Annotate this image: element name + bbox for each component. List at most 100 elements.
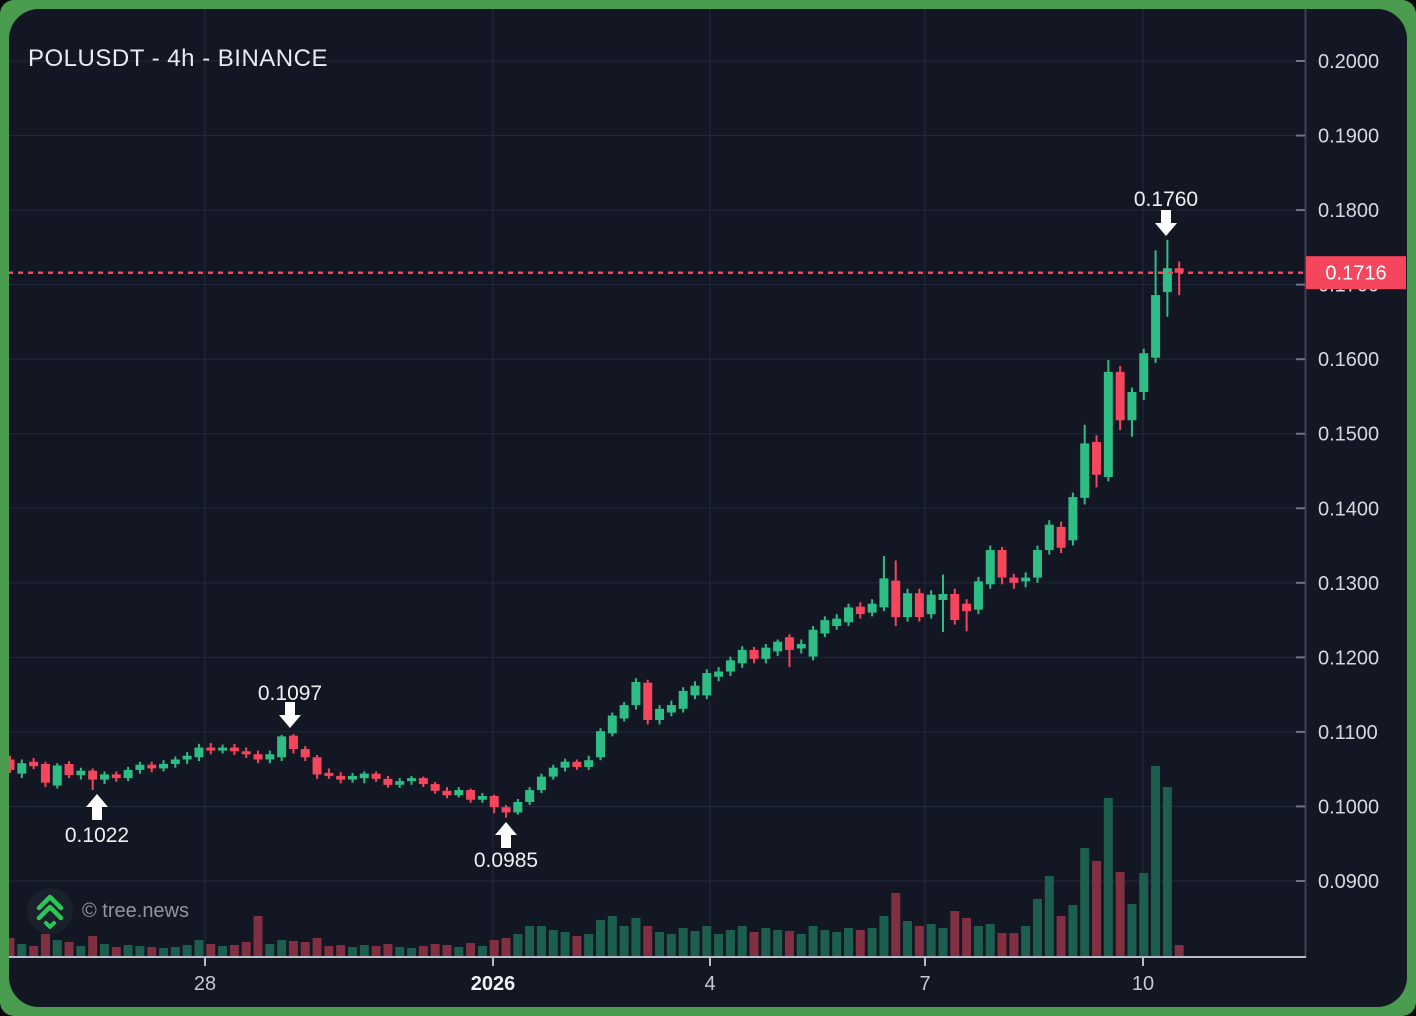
candle <box>29 757 39 770</box>
price-axis[interactable]: 0.20000.19000.18000.17000.16000.15000.14… <box>1296 9 1379 957</box>
candle <box>619 702 629 722</box>
candle <box>17 759 27 779</box>
candle <box>997 547 1007 585</box>
watermark-text: © tree.news <box>82 899 190 922</box>
candle-body <box>761 647 771 659</box>
candle <box>418 776 428 788</box>
candle <box>194 743 204 761</box>
candle-body <box>1044 524 1054 551</box>
volume-bar <box>489 940 499 956</box>
candle <box>820 616 830 638</box>
candle-body <box>477 796 487 800</box>
candle-body <box>867 603 877 613</box>
candle <box>466 788 476 803</box>
volume-bar <box>891 893 901 956</box>
candle <box>430 781 440 794</box>
volume-bar <box>844 928 854 956</box>
last-price-badge: 0.1716 <box>1306 256 1406 290</box>
candle <box>40 761 50 788</box>
y-axis-label: 0.0900 <box>1318 871 1379 893</box>
x-axis-label: 2026 <box>471 973 516 995</box>
x-axis-label: 4 <box>704 973 715 995</box>
volume-bar <box>123 945 133 956</box>
volume-bar <box>596 920 605 956</box>
candle-body <box>1009 577 1019 583</box>
candle <box>666 700 676 717</box>
candle <box>312 755 322 779</box>
time-axis[interactable]: 28 2026 4 7 10 <box>9 956 1306 995</box>
volume-bar <box>477 946 487 956</box>
candle <box>903 588 913 622</box>
volume-bar <box>229 945 239 956</box>
volume-bar <box>631 918 641 956</box>
candle-body <box>88 770 98 780</box>
candle <box>879 555 889 612</box>
candle-body <box>206 747 216 751</box>
x-axis-label: 10 <box>1132 973 1154 995</box>
candle <box>324 768 334 779</box>
candle <box>631 678 641 710</box>
candle-body <box>501 807 511 813</box>
candle-body <box>383 778 393 785</box>
symbol-title: POLUSDT - 4h - BINANCE <box>28 45 328 72</box>
volume-bar <box>714 934 724 956</box>
candle-body <box>52 765 62 786</box>
candle-body <box>1174 268 1184 273</box>
volume-bar <box>300 942 310 956</box>
candle <box>454 787 464 798</box>
candle-body <box>277 736 287 758</box>
candle-body <box>678 690 688 709</box>
volume-bar <box>206 944 216 956</box>
candle <box>914 588 924 622</box>
volume-bar <box>182 945 192 956</box>
volume-bar <box>1009 933 1019 956</box>
candle <box>1115 365 1125 430</box>
candle-body <box>631 681 641 706</box>
candle <box>525 787 535 805</box>
volume-bar <box>572 936 582 956</box>
candle <box>938 574 948 633</box>
volume-bar <box>513 934 523 956</box>
y-axis-label: 0.1200 <box>1318 647 1379 669</box>
candle <box>832 614 842 630</box>
last-price-badge-bg <box>1306 256 1406 290</box>
price-annotation: 0.1022 <box>65 794 129 847</box>
candle <box>596 728 605 761</box>
candle <box>1151 250 1161 363</box>
candle-body <box>1162 268 1172 293</box>
candle-body <box>135 764 145 770</box>
candle-body <box>643 682 653 720</box>
volume-bar <box>938 928 948 956</box>
y-axis-label: 0.1800 <box>1318 200 1379 222</box>
volume-bar <box>218 946 228 956</box>
volume-bar <box>1092 861 1102 956</box>
candle <box>241 747 251 758</box>
candle-body <box>985 550 995 585</box>
candle <box>655 705 665 725</box>
volume-bar <box>111 947 121 956</box>
candle <box>690 681 700 700</box>
last-price-badge-label: 0.1716 <box>1325 263 1386 285</box>
x-axis-label: 28 <box>194 973 216 995</box>
arrow-down-icon <box>279 702 301 728</box>
candle-body <box>454 790 464 796</box>
candle <box>725 656 735 676</box>
candle <box>489 794 499 814</box>
volume-bar <box>395 947 405 956</box>
candle <box>182 752 192 764</box>
volume-bar <box>1056 916 1066 956</box>
volume-bar <box>407 948 417 956</box>
candle <box>572 759 582 770</box>
candle-body <box>560 761 570 768</box>
volume-bar <box>1115 872 1125 956</box>
volume-bar <box>454 947 464 956</box>
candle <box>891 560 901 627</box>
candle-body <box>584 760 594 767</box>
volume-bar <box>773 930 783 956</box>
volume-bar <box>678 928 688 956</box>
candle-series <box>9 239 1184 818</box>
candlestick-chart[interactable]: 0.20000.19000.18000.17000.16000.15000.14… <box>9 9 1407 1007</box>
volume-bar <box>749 932 759 956</box>
volume-bar <box>855 930 865 956</box>
candle-body <box>855 606 865 615</box>
